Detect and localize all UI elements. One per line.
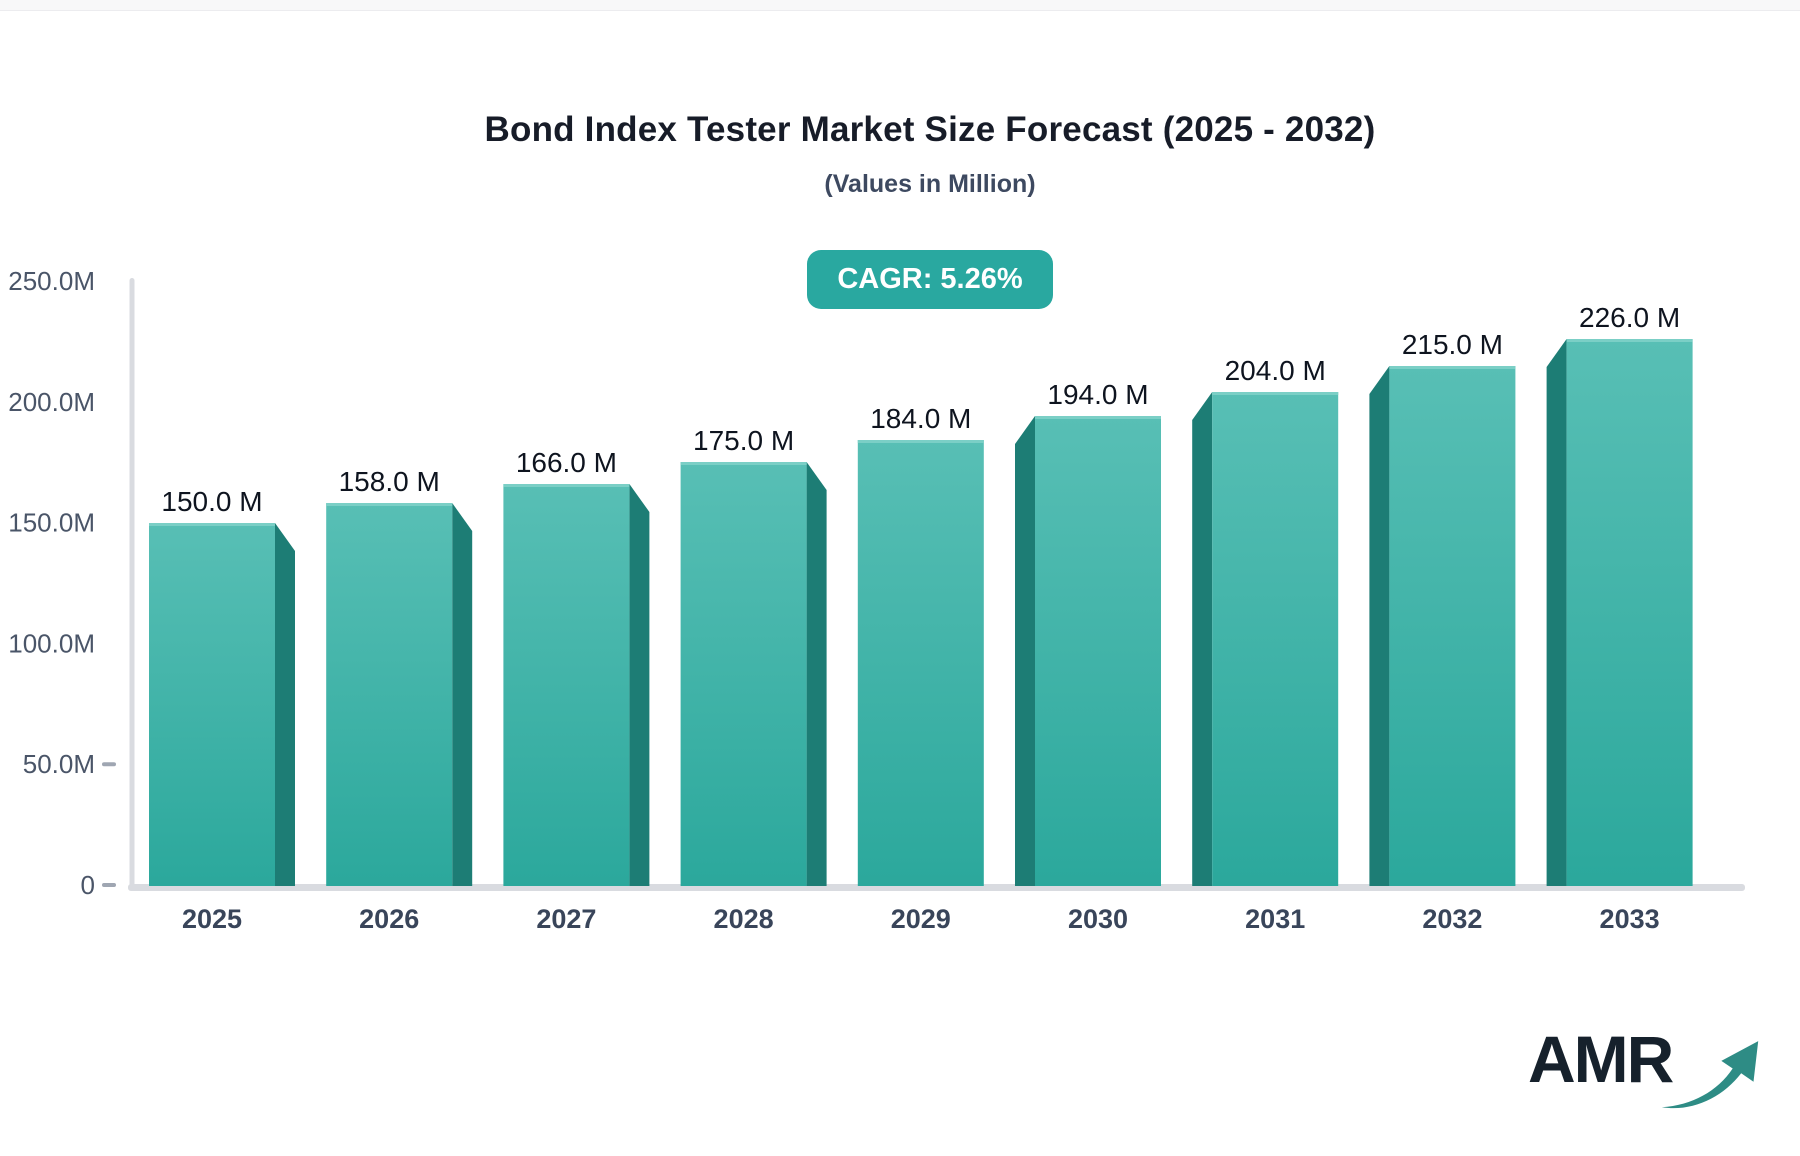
bar-value-label: 158.0 M	[339, 466, 440, 497]
chart-title: Bond Index Tester Market Size Forecast (…	[484, 110, 1376, 149]
amr-logo: AMR	[1528, 1022, 1776, 1109]
bar-2030	[1035, 416, 1161, 886]
amr-logo-text: AMR	[1528, 1022, 1674, 1096]
bar-top-edge-2027	[503, 484, 630, 487]
bar-value-label: 226.0 M	[1579, 302, 1680, 333]
x-tick-label: 2028	[714, 904, 774, 934]
bar-value-label: 204.0 M	[1225, 355, 1326, 386]
y-tick-dash	[102, 883, 116, 887]
x-tick-label: 2032	[1422, 904, 1482, 934]
bar-2026	[326, 503, 453, 886]
x-tick-label: 2027	[536, 904, 596, 934]
bar-top-edge-2028	[680, 462, 807, 465]
cagr-badge-row: CAGR: 5.26%	[60, 250, 1800, 309]
amr-logo-arrow-icon	[1662, 1041, 1759, 1109]
x-tick-label: 2033	[1600, 904, 1660, 934]
x-tick-label: 2030	[1068, 904, 1128, 934]
bar-2027	[503, 484, 630, 886]
bar-top-edge-2032	[1389, 366, 1516, 369]
bar-2025	[149, 523, 275, 886]
chart-subtitle: (Values in Million)	[824, 170, 1036, 198]
bar-top-edge-2031	[1212, 392, 1339, 395]
bar-top-edge-2029	[857, 440, 984, 443]
bar-2031	[1212, 392, 1339, 886]
bar-value-label: 166.0 M	[516, 447, 617, 478]
y-tick-label: 100.0M	[8, 628, 95, 658]
bar-side-2031	[1192, 392, 1213, 886]
bar-side-2033	[1546, 339, 1567, 886]
x-tick-label: 2026	[359, 904, 419, 934]
bar-2028	[680, 462, 807, 886]
bar-value-label: 194.0 M	[1047, 379, 1148, 410]
bar-value-label: 215.0 M	[1402, 329, 1503, 360]
y-tick-label: 150.0M	[8, 508, 95, 538]
bar-top-edge-2026	[326, 503, 453, 506]
bar-side-2027	[629, 484, 650, 886]
y-tick-label: 0	[81, 870, 95, 900]
bar-2032	[1389, 366, 1516, 886]
x-tick-label: 2029	[891, 904, 951, 934]
bar-value-label: 150.0 M	[161, 486, 262, 517]
bar-side-2025	[275, 523, 295, 886]
bar-2029	[857, 440, 984, 886]
y-tick-label: 250.0M	[8, 266, 95, 296]
y-axis-line	[129, 278, 135, 890]
bar-top-edge-2025	[149, 523, 275, 526]
bar-value-label: 175.0 M	[693, 425, 794, 456]
bar-side-2028	[806, 462, 827, 886]
top-strip	[0, 0, 1800, 11]
bar-side-2030	[1015, 416, 1035, 886]
cagr-badge: CAGR: 5.26%	[807, 250, 1053, 309]
x-tick-label: 2025	[182, 904, 242, 934]
bar-side-2026	[452, 503, 473, 886]
bar-value-label: 184.0 M	[870, 403, 971, 434]
bar-2033	[1566, 339, 1693, 886]
bar-side-2032	[1369, 366, 1390, 886]
y-tick-label: 50.0M	[23, 749, 95, 779]
x-tick-label: 2031	[1245, 904, 1305, 934]
bar-top-edge-2030	[1035, 416, 1161, 419]
bar-top-edge-2033	[1566, 339, 1693, 342]
y-tick-label: 200.0M	[8, 387, 95, 417]
y-tick-dash	[102, 762, 116, 767]
